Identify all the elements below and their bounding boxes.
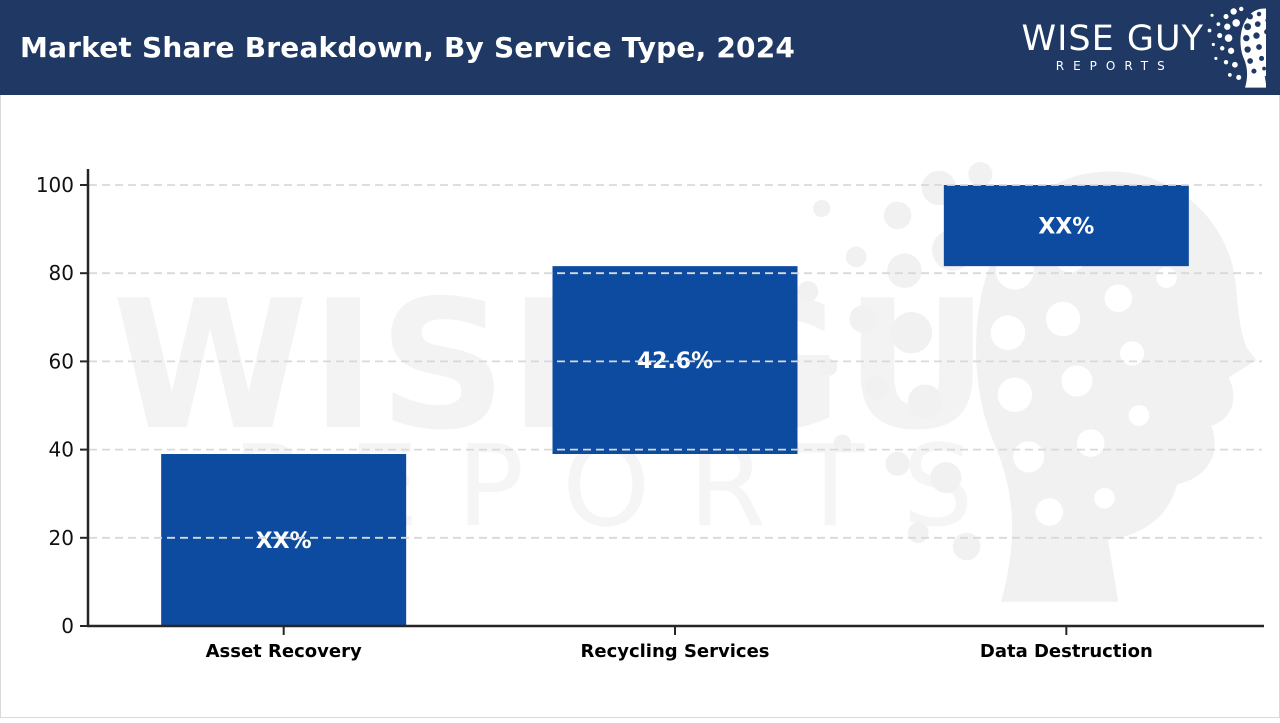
x-tick-label: Data Destruction — [980, 641, 1153, 662]
wise-guy-logo: WISE GUY REPORTS — [1021, 5, 1266, 89]
bar-value-label: XX% — [256, 529, 312, 554]
y-tick-label: 0 — [61, 614, 74, 638]
chart-area: WISE GUY REPORTS XX% 42.6% XX% 0 20 40 60 80 10… — [0, 95, 1280, 719]
bar — [943, 185, 1189, 267]
bar-value-label: XX% — [1038, 215, 1094, 240]
bars: XX%42.6%XX% — [161, 185, 1189, 626]
y-tick-label: 100 — [36, 173, 74, 197]
axes: 0 20 40 60 80 100 Asset Recovery Recycling Serv… — [36, 169, 1264, 662]
x-tick-label: Asset Recovery — [206, 641, 362, 662]
page-title: Market Share Breakdown, By Service Type,… — [20, 30, 796, 64]
logo-wordmark: WISE GUY — [1021, 18, 1204, 59]
y-tick-label: 20 — [49, 526, 74, 550]
gridlines — [89, 184, 1262, 539]
bar — [552, 266, 798, 455]
y-tick-label: 60 — [49, 349, 74, 373]
y-tick-label: 40 — [49, 438, 74, 462]
header-bar: Market Share Breakdown, By Service Type,… — [0, 0, 1280, 95]
x-tick-label: Recycling Services — [581, 641, 770, 662]
logo-text: WISE GUY REPORTS — [1021, 18, 1204, 74]
y-tick-label: 80 — [49, 261, 74, 285]
bar — [161, 454, 407, 626]
logo-subtext: REPORTS — [1055, 59, 1174, 74]
chart: WISE GUY REPORTS XX%42.6%XX% 02040608010… — [36, 162, 1264, 662]
